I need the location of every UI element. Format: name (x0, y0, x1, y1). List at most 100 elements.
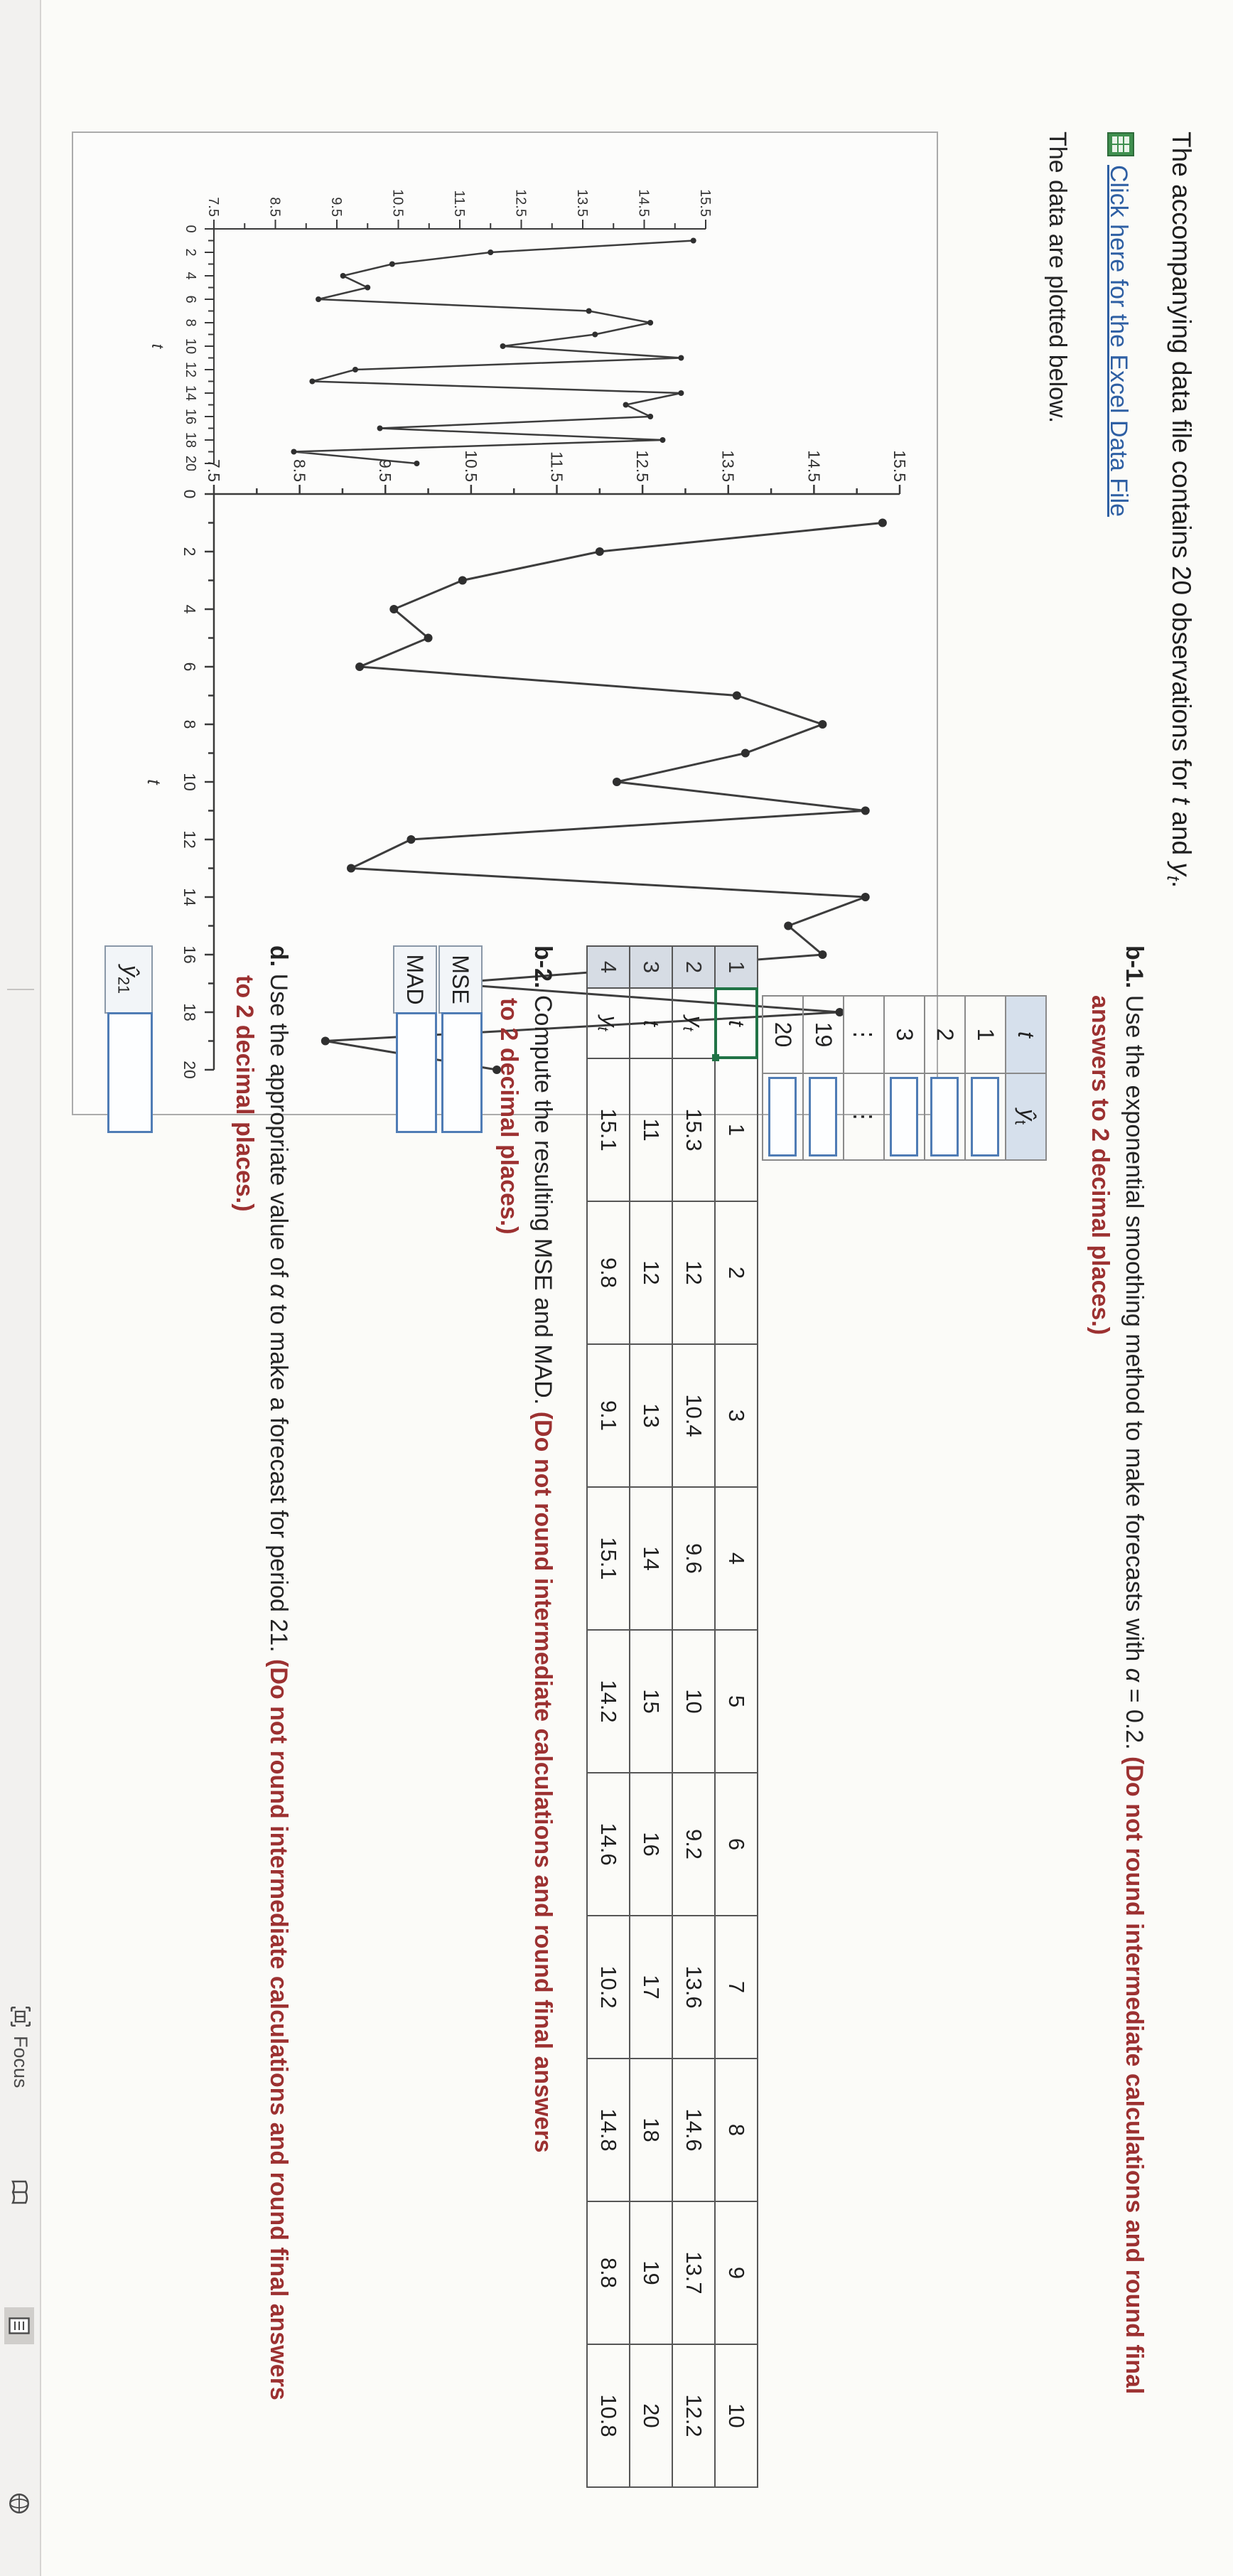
text-segment: (Do not round intermediate calculations … (1121, 1756, 1148, 2395)
problem-title: The accompanying data file contains 20 o… (1162, 132, 1196, 888)
svg-text:4: 4 (181, 605, 199, 614)
svg-text:10: 10 (181, 773, 199, 791)
mad-answer-row: MAD (393, 945, 437, 1133)
data-table-value: 9.2 (672, 1773, 715, 1916)
text-segment: Use the exponential smoothing method to … (1121, 994, 1148, 1668)
data-table-value: 15.1 (587, 1487, 630, 1630)
data-table: 1 t 1 2 3 4 5 6 7 8 9 10 2 yt 15.3 12 10.4 9.6 10 9.2 13.6 14… (586, 945, 758, 2488)
answer-table-period: 19 (803, 996, 844, 1073)
forecast-input-cell[interactable] (763, 1073, 803, 1160)
svg-text:12: 12 (181, 830, 199, 849)
text-segment: to make a forecast for period 21. (265, 1297, 292, 1660)
data-table-value: 9 (715, 2201, 758, 2344)
data-table-value: 3 (715, 1344, 758, 1487)
svg-text:9.5: 9.5 (328, 197, 344, 217)
svg-text:0: 0 (181, 490, 199, 499)
svg-text:2: 2 (183, 248, 198, 256)
text-segment: b-1. (1121, 945, 1148, 995)
svg-text:8: 8 (181, 720, 199, 729)
excel-data-file-link[interactable]: Click here for the Excel Data File (1105, 165, 1132, 517)
svg-text:6: 6 (183, 295, 198, 303)
excel-row-number: 4 (587, 946, 630, 988)
answer-table-period: 3 (884, 996, 925, 1073)
data-table-value: 10 (672, 1630, 715, 1773)
data-table-value: 10.8 (587, 2344, 630, 2487)
mse-input[interactable] (441, 1012, 483, 1133)
forecast-21-input[interactable] (107, 1012, 153, 1133)
text-segment: t (1167, 796, 1196, 805)
d-instruction-line1: d. Use the appropriate value of α to mak… (264, 945, 292, 2400)
forecast-input-cell[interactable] (803, 1073, 844, 1160)
text-segment: answers to 2 decimal places.) (1087, 995, 1114, 1336)
svg-text:20: 20 (183, 456, 198, 471)
data-table-value: 15.3 (672, 1058, 715, 1201)
mad-label: MAD (393, 945, 437, 1014)
text-segment: to 2 decimal places.) (231, 975, 258, 1212)
data-table-value: 20 (630, 2344, 672, 2487)
read-mode-icon (6, 2179, 32, 2205)
forecast-answer-table: t ŷt 1 2 3 ⋮ ⋮ 19 20 (762, 995, 1047, 1161)
data-table-value: 19 (630, 2201, 672, 2344)
data-table-value: 10.4 (672, 1344, 715, 1487)
svg-text:12: 12 (183, 362, 198, 377)
data-table-value: 1 (715, 1058, 758, 1201)
svg-text:4: 4 (183, 272, 198, 279)
excel-row-number: 2 (672, 946, 715, 988)
data-table-value: 2 (715, 1201, 758, 1344)
b2-instruction-line2: to 2 decimal places.) (495, 998, 522, 1235)
forecast-input-cell[interactable] (965, 1073, 1006, 1160)
answer-table-period: ⋮ (844, 996, 884, 1073)
data-table-value: 13.7 (672, 2201, 715, 2344)
data-table-value: 12.2 (672, 2344, 715, 2487)
data-table-value: 11 (630, 1058, 672, 1201)
svg-text:t: t (149, 344, 167, 350)
svg-text:14.5: 14.5 (636, 189, 652, 217)
svg-text:0: 0 (183, 225, 198, 232)
svg-text:14.5: 14.5 (804, 450, 823, 482)
data-table-label: t (630, 988, 672, 1058)
data-table-value: 13 (630, 1344, 672, 1487)
data-table-value: 6 (715, 1773, 758, 1916)
data-table-value: 12 (630, 1201, 672, 1344)
line-chart-small: 0 2 4 6 8 10 12 14 16 18 20 7.5 8.5 9.5 10.5 11.5 12.5 13… (149, 189, 713, 471)
forecast-input-cell[interactable] (884, 1073, 925, 1160)
text-segment: The accompanying data file contains 20 o… (1167, 132, 1196, 797)
svg-text:12.5: 12.5 (633, 450, 652, 482)
print-layout-icon (6, 2313, 32, 2339)
text-segment: Compute the resulting MSE and MAD. (529, 994, 556, 1412)
data-table-value: 14.6 (672, 2059, 715, 2201)
b1-instruction-line2: answers to 2 decimal places.) (1086, 995, 1114, 1335)
data-table-value: 14.2 (587, 1630, 630, 1773)
answer-table-period: 20 (763, 996, 803, 1073)
text-segment: Use the appropriate value of (265, 973, 292, 1284)
svg-text:10.5: 10.5 (462, 450, 480, 482)
data-table-value: 8.8 (587, 2201, 630, 2344)
focus-button[interactable]: Focus (9, 2005, 33, 2088)
mad-input[interactable] (396, 1012, 437, 1133)
answer-table-period: 2 (925, 996, 965, 1073)
read-mode-button[interactable] (4, 2174, 34, 2211)
data-table-value: 7 (715, 1916, 758, 2059)
svg-text:8: 8 (183, 318, 198, 326)
svg-text:t: t (144, 779, 165, 785)
excel-row-number: 3 (630, 946, 672, 988)
excel-fill-handle (712, 1054, 719, 1061)
svg-text:16: 16 (181, 945, 199, 964)
web-layout-button[interactable] (4, 2485, 34, 2522)
svg-text:15.5: 15.5 (890, 450, 909, 482)
svg-text:8.5: 8.5 (291, 459, 309, 482)
svg-text:14: 14 (183, 385, 198, 401)
svg-text:11.5: 11.5 (547, 451, 566, 482)
answer-table-ellipsis: ⋮ (844, 1073, 884, 1160)
text-segment: y (1167, 862, 1196, 876)
print-layout-button[interactable] (4, 2307, 34, 2344)
svg-text:2: 2 (181, 547, 199, 557)
data-table-value: 12 (672, 1201, 715, 1344)
data-table-value: 15.1 (587, 1058, 630, 1201)
text-segment: b-2. (529, 945, 556, 995)
forecast-input-cell[interactable] (925, 1073, 965, 1160)
svg-text:11.5: 11.5 (451, 190, 467, 217)
svg-text:18: 18 (183, 432, 198, 448)
